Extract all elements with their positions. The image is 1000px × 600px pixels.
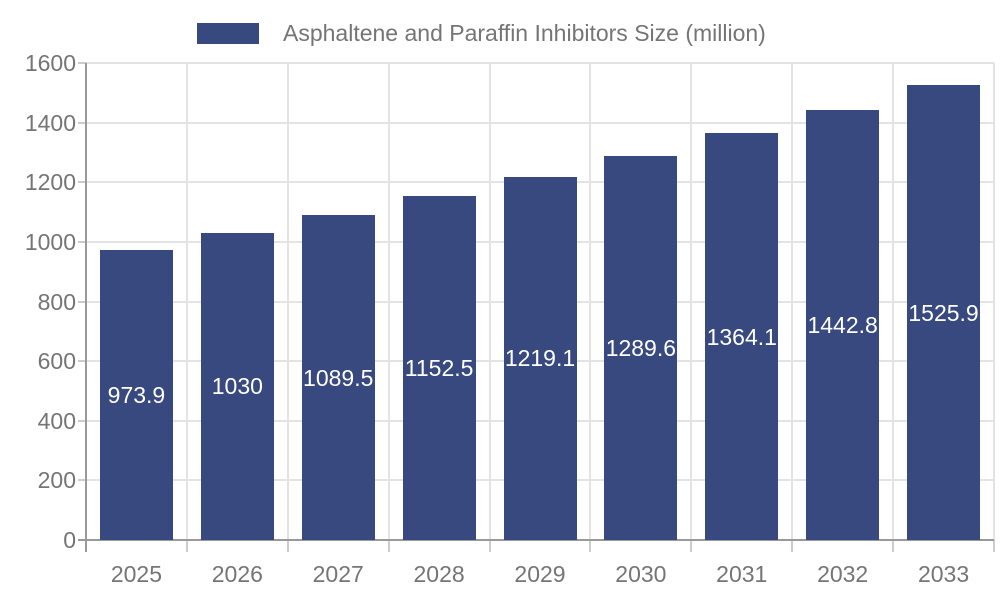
bar-2027[interactable]: [301, 215, 375, 540]
y-axis-tick-label: 0: [63, 527, 76, 553]
bar-2030[interactable]: [604, 155, 678, 540]
bar-2032[interactable]: [806, 109, 880, 540]
y-axis-tick-label: 200: [37, 467, 76, 494]
y-axis-tick: [78, 181, 86, 184]
x-axis-tick: [589, 540, 592, 552]
y-axis-tick-label: 1400: [24, 109, 76, 136]
x-axis-tick-label: 2026: [211, 561, 263, 587]
legend-swatch: [197, 22, 259, 44]
y-axis-tick-label: 400: [37, 407, 76, 434]
x-gridline: [791, 63, 794, 540]
x-axis-tick: [185, 540, 188, 552]
x-axis-tick: [488, 540, 491, 552]
x-gridline: [589, 63, 592, 540]
y-axis-tick: [78, 62, 86, 64]
bar-value-label: 1289.6: [605, 334, 677, 361]
x-axis-tick: [286, 540, 289, 552]
bar-value-label: 1525.9: [908, 299, 979, 326]
bar-2033[interactable]: [907, 85, 981, 540]
x-axis-line: [78, 539, 994, 541]
y-axis-line: [85, 63, 87, 552]
x-gridline: [690, 63, 693, 540]
y-axis-tick-label: 1000: [24, 228, 76, 255]
x-axis-tick-label: 2027: [312, 561, 364, 587]
y-axis-tick: [78, 240, 86, 243]
y-gridline: [86, 121, 994, 124]
x-axis-tick: [892, 540, 895, 552]
bar-2028[interactable]: [402, 196, 476, 540]
bar-value-label: 1364.1: [706, 323, 777, 350]
x-axis-tick-label: 2028: [413, 561, 465, 587]
y-axis-tick: [78, 300, 86, 303]
x-gridline: [488, 63, 491, 540]
x-gridline: [286, 63, 289, 540]
x-axis-tick-label: 2032: [817, 561, 869, 587]
x-axis-tick: [387, 540, 390, 552]
x-gridline: [993, 63, 995, 540]
y-gridline: [86, 62, 994, 64]
x-axis-tick-label: 2033: [917, 561, 970, 587]
x-gridline: [892, 63, 895, 540]
y-axis-tick: [78, 419, 86, 422]
bar-value-label: 1442.8: [807, 311, 878, 338]
bar-2029[interactable]: [503, 176, 577, 540]
bar-2026[interactable]: [200, 232, 274, 540]
y-axis-tick-label: 1200: [24, 169, 76, 196]
bar-value-label: 1219.1: [504, 345, 576, 372]
x-axis-tick-label: 2030: [615, 561, 667, 587]
x-gridline: [185, 63, 188, 540]
bar-value-label: 1030: [211, 373, 263, 400]
bar-value-label: 973.9: [107, 381, 166, 408]
y-axis-tick-label: 600: [37, 348, 76, 375]
x-axis-tick: [791, 540, 794, 552]
y-axis-tick-label: 800: [37, 288, 76, 315]
bar-value-label: 1152.5: [404, 355, 474, 382]
bar-2025[interactable]: [99, 249, 173, 540]
chart-legend[interactable]: Asphaltene and Paraffin Inhibitors Size …: [197, 12, 766, 54]
x-axis-tick: [690, 540, 693, 552]
legend-label: Asphaltene and Paraffin Inhibitors Size …: [283, 19, 766, 46]
x-axis-tick: [993, 540, 995, 552]
x-gridline: [387, 63, 390, 540]
y-axis-tick: [78, 121, 86, 124]
bar-value-label: 1089.5: [303, 364, 374, 391]
y-axis-tick-label: 1600: [24, 50, 76, 76]
bar-2031[interactable]: [705, 133, 779, 540]
y-axis-tick: [78, 360, 86, 363]
x-axis-tick-label: 2025: [110, 561, 163, 587]
x-axis-tick-label: 2031: [716, 561, 768, 587]
y-axis-tick: [78, 479, 86, 482]
x-axis-tick-label: 2029: [514, 561, 566, 587]
